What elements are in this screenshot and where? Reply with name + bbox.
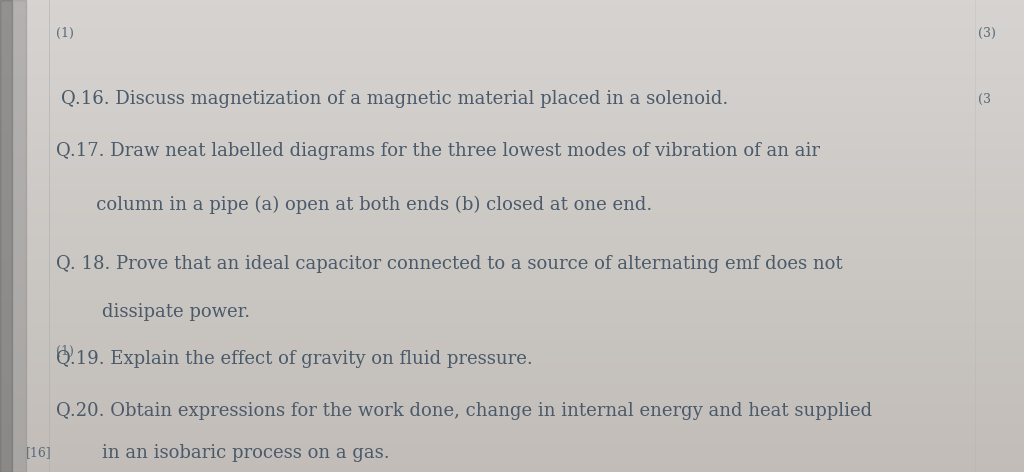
- Text: [16]: [16]: [26, 447, 51, 460]
- Text: (1): (1): [56, 345, 74, 358]
- Text: Q.17. Draw neat labelled diagrams for the three lowest modes of vibration of an : Q.17. Draw neat labelled diagrams for th…: [56, 142, 820, 160]
- Bar: [0, 0, 26, 472]
- Text: Q.19. Explain the effect of gravity on fluid pressure.: Q.19. Explain the effect of gravity on f…: [56, 350, 534, 368]
- Text: column in a pipe (a) open at both ends (b) closed at one end.: column in a pipe (a) open at both ends (…: [56, 196, 652, 214]
- Text: dissipate power.: dissipate power.: [56, 303, 251, 320]
- Text: (3): (3): [978, 26, 995, 40]
- Text: in an isobaric process on a gas.: in an isobaric process on a gas.: [56, 444, 390, 462]
- Text: Q.16. Discuss magnetization of a magnetic material placed in a solenoid.: Q.16. Discuss magnetization of a magneti…: [61, 90, 729, 108]
- Text: (1): (1): [56, 26, 74, 40]
- Text: (3: (3: [978, 93, 991, 106]
- Bar: [0, 0, 12, 472]
- Text: Q.20. Obtain expressions for the work done, change in internal energy and heat s: Q.20. Obtain expressions for the work do…: [56, 402, 872, 420]
- Text: Q. 18. Prove that an ideal capacitor connected to a source of alternating emf do: Q. 18. Prove that an ideal capacitor con…: [56, 255, 843, 273]
